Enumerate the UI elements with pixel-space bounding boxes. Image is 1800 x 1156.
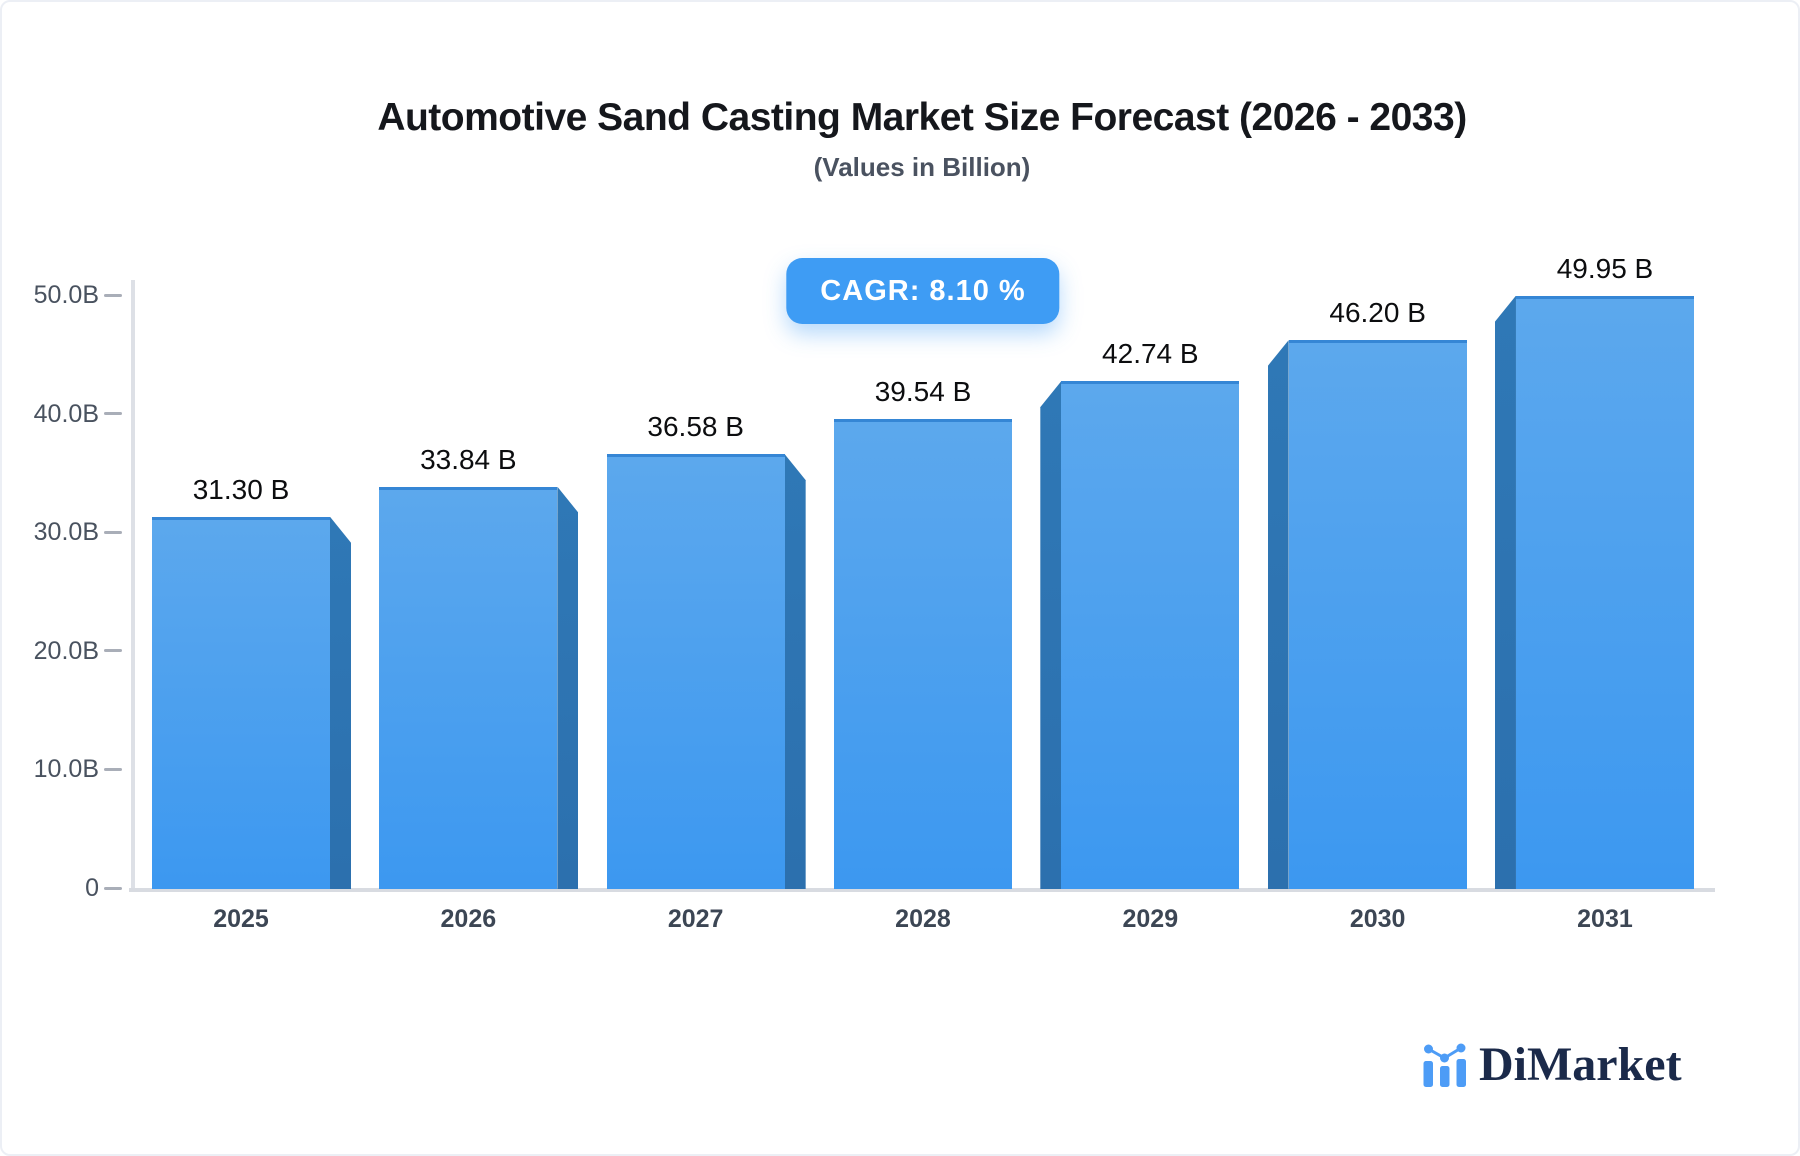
dimarket-logo: DiMarket [1422,1040,1682,1090]
x-tick-label: 2027 [667,905,724,933]
x-tick-label: 2026 [440,905,497,933]
bar-line-chart-icon [1423,1043,1466,1087]
y-tick-label: 10.0B [33,755,99,784]
x-tick-label: 2030 [1349,905,1406,933]
y-tick-dash [104,293,122,297]
bar [1515,295,1694,889]
y-tick-label: 30.0B [33,518,99,547]
bar-side-panel [1040,381,1062,889]
bar-side-panel [784,454,806,889]
bar-value-label: 39.54 B [874,376,972,408]
y-tick-label: 50.0B [33,281,99,309]
y-tick-label: 0 [85,874,99,902]
y-tick-dash [104,767,122,771]
bar-value-label: 46.20 B [1329,297,1426,329]
bar-value-label: 33.84 B [420,443,517,475]
bar [833,419,1012,889]
bar-side-panel [330,516,351,889]
y-tick-label: 40.0B [33,399,99,428]
y-tick-dash [104,649,122,653]
x-tick-label: 2028 [895,905,951,933]
chart-title: Automotive Sand Casting Market Size Fore… [377,96,1467,139]
x-tick-label: 2025 [213,905,269,933]
bar-side-panel [557,486,579,889]
bar-value-label: 31.30 B [192,473,290,505]
x-axis-line [129,888,1715,892]
y-tick-dash [104,886,122,890]
x-tick-label: 2029 [1122,905,1179,933]
y-tick-dash [104,412,122,416]
chart-subtitle: (Values in Billion) [813,152,1031,182]
bar [152,516,330,889]
bar-value-label: 36.58 B [647,411,744,443]
y-axis-line [131,280,135,892]
cagr-badge: CAGR: 8.10 % [786,258,1060,324]
bar [379,486,558,889]
bar-value-label: 49.95 B [1556,252,1654,284]
y-tick-dash [104,530,122,534]
bar [1288,340,1467,889]
bar-side-panel [1494,295,1516,889]
x-tick-label: 2031 [1577,905,1633,933]
bar [1061,381,1240,889]
bar-side-panel [1267,340,1289,889]
bar-value-label: 42.74 B [1102,338,1199,370]
bar [606,454,785,889]
y-tick-label: 20.0B [33,636,99,665]
logo-text: DiMarket [1479,1038,1682,1091]
